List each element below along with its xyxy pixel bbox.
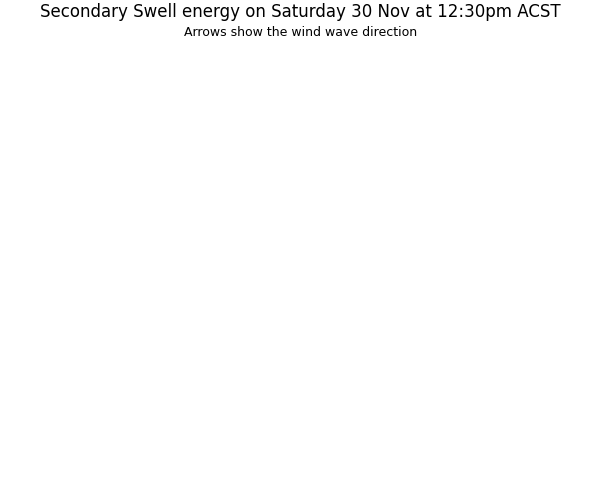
Text: Secondary Swell energy on Saturday 30 Nov at 12:30pm ACST: Secondary Swell energy on Saturday 30 No… xyxy=(40,3,561,21)
Text: Arrows show the wind wave direction: Arrows show the wind wave direction xyxy=(184,26,417,39)
